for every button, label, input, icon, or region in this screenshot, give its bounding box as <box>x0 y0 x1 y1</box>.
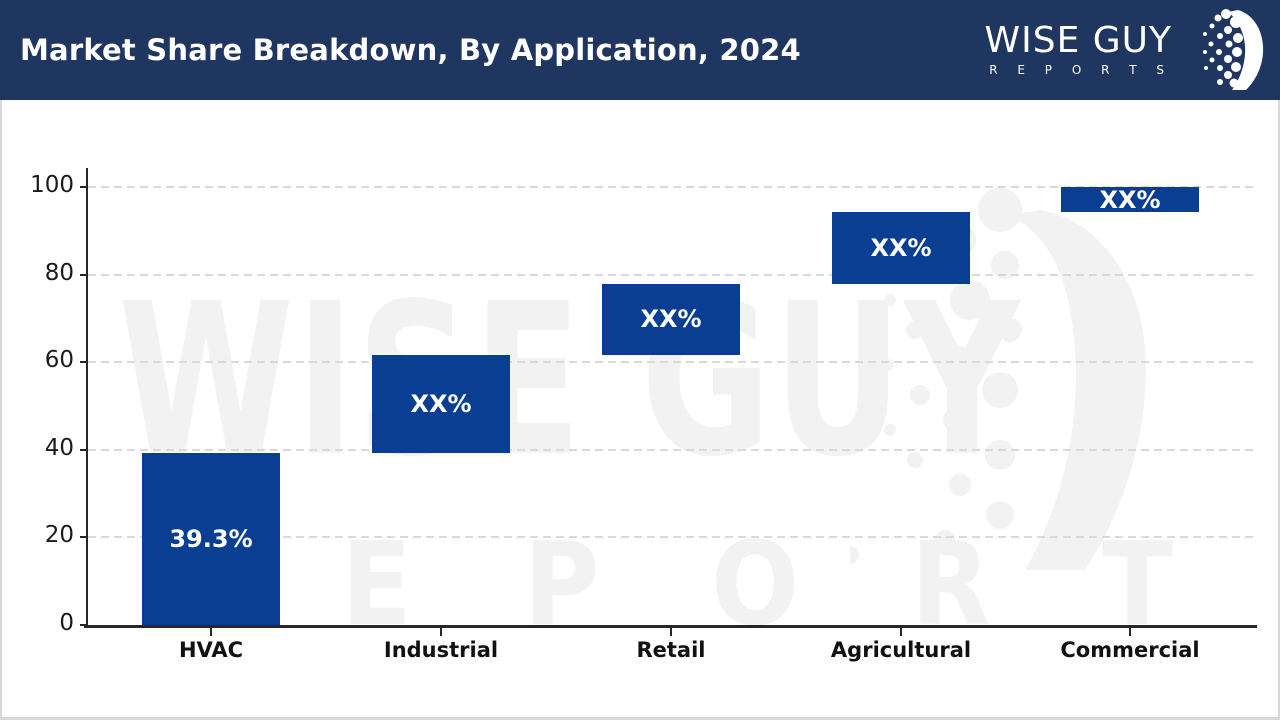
bar-value-label: XX% <box>870 234 932 263</box>
bar-value-label: XX% <box>640 305 702 334</box>
bar-value-label: XX% <box>1099 185 1161 214</box>
y-tick-mark <box>80 536 88 539</box>
x-axis-line <box>84 625 1257 628</box>
x-tick-mark <box>440 628 442 636</box>
y-tick-label: 20 <box>44 522 74 549</box>
y-tick-mark <box>80 273 88 276</box>
x-axis-label: HVAC <box>178 638 244 662</box>
x-tick-mark <box>1129 628 1131 636</box>
bar-retail: XX% <box>602 283 740 356</box>
x-tick-mark <box>670 628 672 636</box>
header-bar: Market Share Breakdown, By Application, … <box>0 0 1280 100</box>
y-tick-label: 0 <box>59 610 74 636</box>
y-tick-mark <box>80 361 88 364</box>
x-axis-label: Industrial <box>383 638 499 662</box>
bar-value-label: 39.3% <box>169 524 253 553</box>
y-gridline <box>88 448 1253 451</box>
y-tick-label: 60 <box>44 347 74 374</box>
y-tick-label: 80 <box>44 259 74 286</box>
y-gridline <box>88 536 1253 539</box>
y-tick-label: 100 <box>30 172 74 198</box>
bar-value-label: XX% <box>410 390 472 419</box>
y-gridline <box>88 273 1253 276</box>
bar-commercial: XX% <box>1061 185 1199 214</box>
logo-subtitle: R E P O R T S <box>989 63 1172 77</box>
bar-industrial: XX% <box>372 355 510 453</box>
logo-head-icon <box>1203 9 1264 90</box>
x-tick-mark <box>210 628 212 636</box>
wise-guy-logo: WISE GUY R E P O R T S <box>985 4 1280 96</box>
y-gridline <box>88 361 1253 364</box>
x-axis-label: Retail <box>636 638 706 662</box>
y-gridline <box>88 186 1253 188</box>
y-tick-mark <box>80 448 88 451</box>
page-title: Market Share Breakdown, By Application, … <box>20 33 801 67</box>
bar-agricultural: XX% <box>832 212 970 284</box>
y-axis-line <box>86 168 88 625</box>
x-axis-label: Commercial <box>1060 638 1200 662</box>
bar-hvac: 39.3% <box>142 452 280 625</box>
x-axis-label: Agricultural <box>830 638 972 662</box>
logo-text: WISE GUY R E P O R T S <box>984 20 1173 78</box>
y-tick-mark <box>80 186 88 188</box>
y-tick-label: 40 <box>44 434 74 461</box>
x-tick-mark <box>900 628 902 636</box>
logo-wordmark: WISE GUY <box>984 20 1172 61</box>
